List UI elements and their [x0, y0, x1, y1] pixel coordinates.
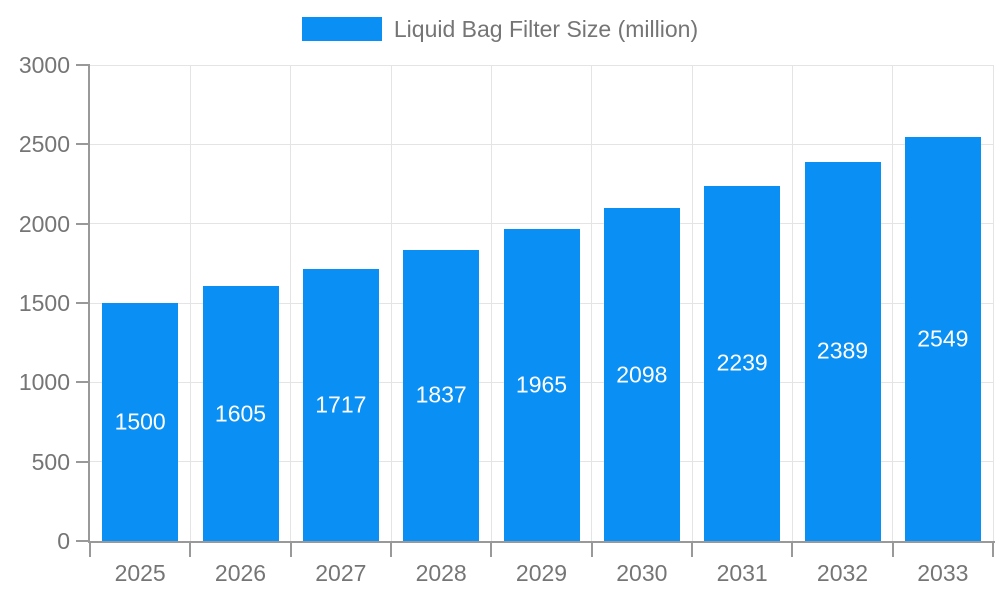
- y-tick: [76, 540, 90, 542]
- bar: 2549: [904, 136, 981, 541]
- y-tick: [76, 64, 90, 66]
- legend-label: Liquid Bag Filter Size (million): [393, 16, 699, 42]
- legend-swatch: [301, 17, 382, 41]
- x-tick: [891, 541, 894, 557]
- x-tick-label: 2027: [315, 560, 367, 586]
- bar-value-label: 1500: [114, 408, 166, 435]
- bar-value-label: 1965: [515, 371, 568, 398]
- v-gridline: [591, 65, 593, 541]
- x-tick-label: 2030: [616, 560, 668, 586]
- bar: 1500: [102, 303, 179, 541]
- v-gridline: [992, 65, 994, 541]
- bar-value-label: 1605: [214, 400, 267, 427]
- bar: 1717: [302, 268, 379, 541]
- y-tick-label: 3000: [18, 52, 70, 78]
- h-gridline: [90, 223, 993, 225]
- x-tick-label: 2031: [716, 560, 768, 586]
- bar-value-label: 2239: [716, 349, 768, 376]
- bar: 1965: [503, 229, 580, 541]
- bar-value-label: 2098: [616, 361, 668, 388]
- h-gridline: [90, 143, 993, 145]
- v-gridline: [390, 65, 392, 541]
- y-tick-label: 2000: [18, 210, 70, 237]
- y-tick-label: 1500: [18, 290, 70, 316]
- bar-value-label: 1837: [415, 381, 467, 408]
- x-tick: [390, 541, 392, 557]
- y-axis-line: [88, 65, 90, 543]
- bar-value-label: 2549: [917, 325, 969, 352]
- x-tick-label: 2026: [214, 560, 267, 586]
- y-tick-label: 1000: [18, 369, 70, 396]
- y-tick: [76, 460, 90, 463]
- x-tick: [992, 541, 994, 557]
- bar-value-label: 1717: [315, 391, 367, 418]
- v-gridline: [892, 65, 894, 541]
- x-tick-label: 2033: [917, 560, 969, 586]
- x-tick: [89, 541, 91, 557]
- y-tick: [76, 381, 90, 384]
- y-tick-label: 2500: [18, 131, 70, 158]
- x-tick-label: 2025: [114, 560, 166, 586]
- v-gridline: [490, 65, 492, 541]
- x-tick: [490, 541, 493, 557]
- v-gridline: [791, 65, 793, 541]
- plot-area: 1500 1605 1717 1837 1965 2098 2239 2389 2549: [90, 64, 994, 541]
- x-tick-label: 2028: [415, 560, 467, 586]
- chart-legend: Liquid Bag Filter Size (million): [0, 16, 1000, 42]
- bar-value-label: 2389: [816, 337, 869, 364]
- bar: 2389: [804, 161, 881, 541]
- x-tick-label: 2032: [816, 560, 869, 586]
- v-gridline: [691, 65, 693, 541]
- x-tick: [289, 541, 292, 557]
- x-tick-label: 2029: [515, 560, 568, 586]
- bar: 1837: [403, 249, 480, 541]
- y-tick: [76, 302, 90, 304]
- v-gridline: [290, 65, 292, 541]
- bar: 2239: [704, 185, 781, 541]
- y-tick: [76, 222, 90, 225]
- x-tick: [691, 541, 693, 557]
- bar: 1605: [202, 286, 279, 541]
- y-tick-label: 0: [57, 528, 70, 554]
- h-gridline: [90, 64, 993, 66]
- v-gridline: [189, 65, 191, 541]
- x-tick: [590, 541, 593, 557]
- y-tick-label: 500: [31, 448, 70, 475]
- x-tick: [791, 541, 794, 557]
- bar: 2098: [603, 208, 680, 541]
- x-axis-line: [88, 541, 995, 543]
- y-tick: [76, 143, 90, 146]
- x-tick: [189, 541, 192, 557]
